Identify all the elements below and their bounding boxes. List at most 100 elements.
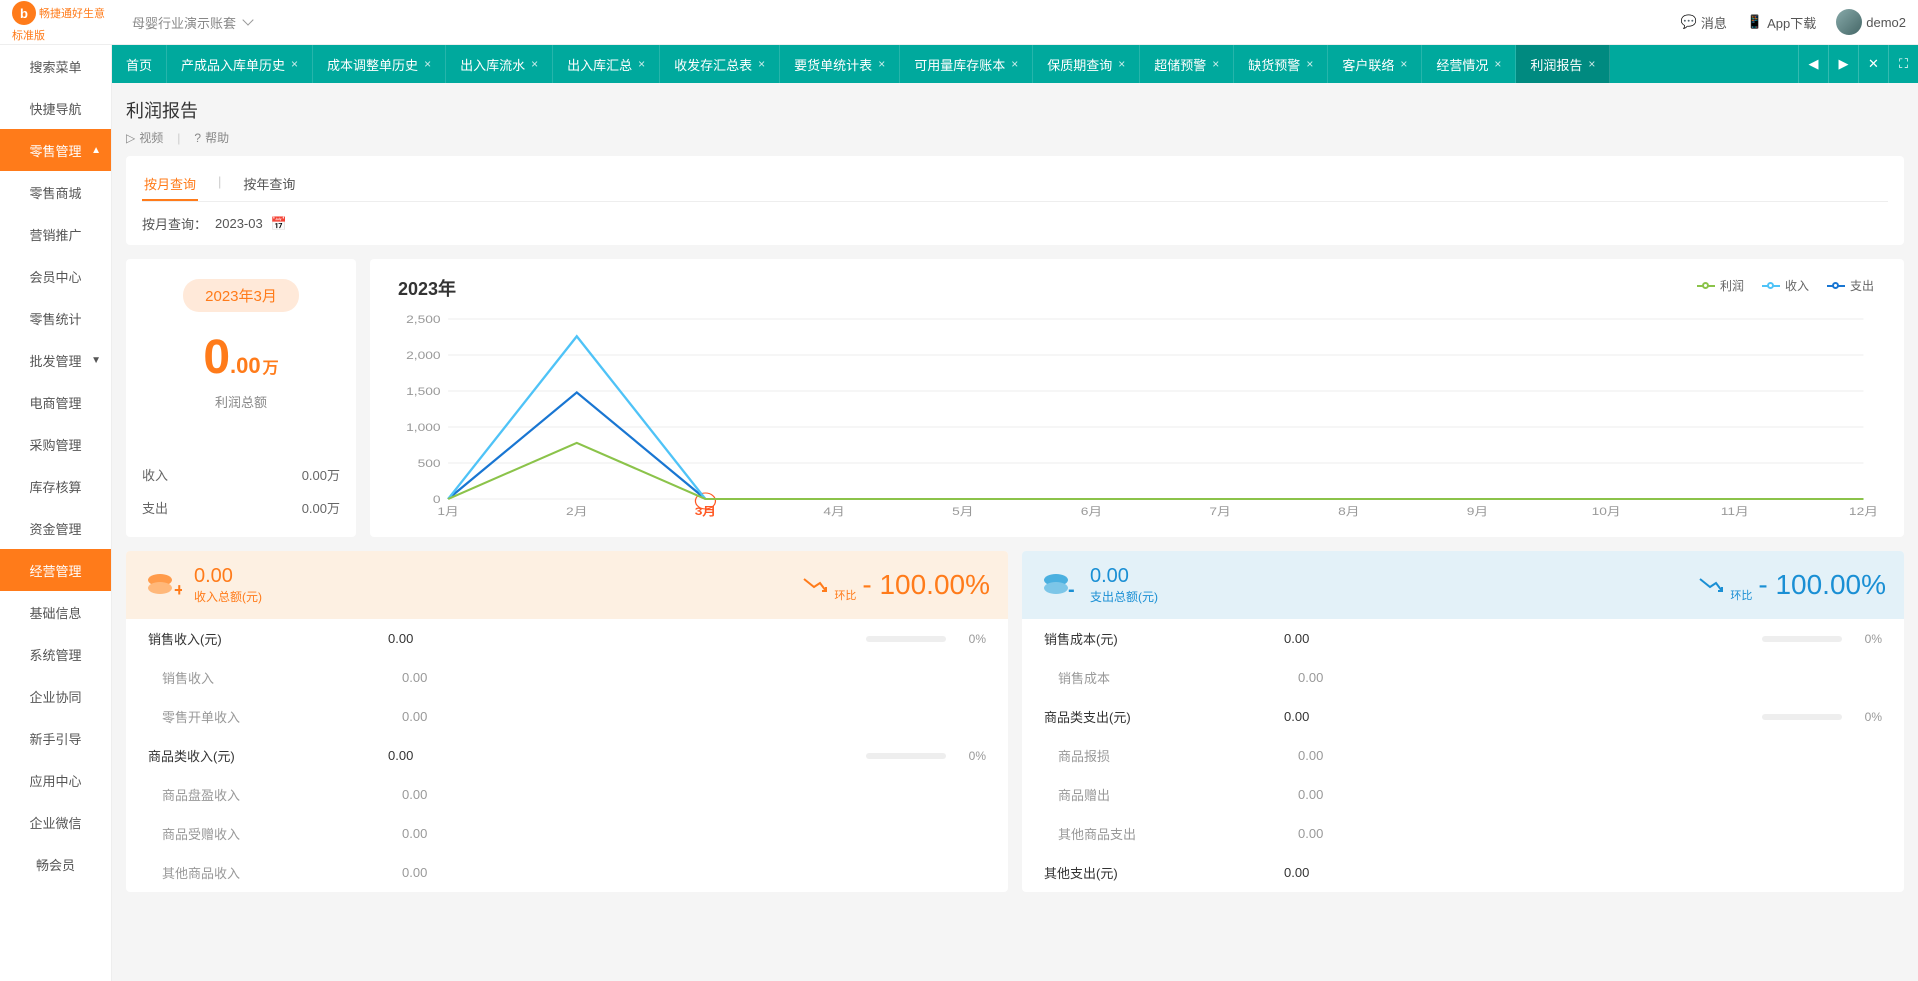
help-link[interactable]: ? 帮助 bbox=[194, 129, 229, 146]
tab-label: 收发存汇总表 bbox=[674, 55, 752, 74]
tab[interactable]: 可用量库存账本× bbox=[900, 45, 1033, 83]
tab[interactable]: 保质期查询 × bbox=[1033, 45, 1140, 83]
income-sublabel: 收入总额(元) bbox=[194, 588, 262, 605]
fullscreen-button[interactable]: ⛶ bbox=[1888, 45, 1918, 83]
messages-link[interactable]: 💬 消息 bbox=[1681, 13, 1727, 32]
logo[interactable]: b 畅捷通好生意 标准版 bbox=[12, 1, 112, 43]
tab-close-icon[interactable]: × bbox=[531, 57, 538, 71]
sidebar-item-wechat-work[interactable]: 企业微信 bbox=[0, 801, 111, 843]
expense-icon: - bbox=[1040, 566, 1078, 604]
tab-label: 保质期查询 bbox=[1047, 55, 1112, 74]
expense-amount: 0.00 bbox=[1090, 565, 1158, 588]
sidebar-item-quick-nav[interactable]: 快捷导航 bbox=[0, 87, 111, 129]
tab-close-icon[interactable]: × bbox=[1400, 57, 1407, 71]
topbar: b 畅捷通好生意 标准版 母婴行业演示账套 💬 消息 📱 App下载 demo2 bbox=[0, 0, 1918, 45]
sidebar-item-ecommerce[interactable]: 电商管理 bbox=[0, 381, 111, 423]
tab[interactable]: 客户联络 × bbox=[1328, 45, 1422, 83]
tab[interactable]: 出入库汇总 × bbox=[553, 45, 660, 83]
page-links: ▷ 视频 | ? 帮助 bbox=[126, 129, 1904, 146]
breakdown-row: 商品盘盈收入0.00 bbox=[126, 775, 1008, 814]
sidebar-item-marketing[interactable]: 营销推广 bbox=[0, 213, 111, 255]
sidebar-item-search-menu[interactable]: 搜索菜单 bbox=[0, 45, 111, 87]
breakdown-row: 其他商品收入0.00 bbox=[126, 853, 1008, 892]
breakdown-row: 商品受赠收入0.00 bbox=[126, 814, 1008, 853]
tab[interactable]: 利润报告× bbox=[1516, 45, 1610, 83]
tab-close-icon[interactable]: × bbox=[1306, 57, 1313, 71]
tabs-prev-button[interactable]: ◀ bbox=[1798, 45, 1828, 83]
query-tab-month[interactable]: 按月查询 bbox=[142, 168, 198, 201]
tab[interactable]: 要货单统计表× bbox=[780, 45, 900, 83]
svg-text:3月: 3月 bbox=[695, 505, 716, 517]
breakdown-row: 商品类收入(元)0.000% bbox=[126, 736, 1008, 775]
expense-breakdown-card: - 0.00 支出总额(元) 环比 - 100.00% bbox=[1022, 551, 1904, 892]
account-name: 母婴行业演示账套 bbox=[132, 13, 236, 32]
tabs-next-button[interactable]: ▶ bbox=[1828, 45, 1858, 83]
query-label: 按月查询： bbox=[142, 214, 207, 233]
sidebar-item-wholesale[interactable]: 批发管理▼ bbox=[0, 339, 111, 381]
sidebar-item-member-center[interactable]: 会员中心 bbox=[0, 255, 111, 297]
tab[interactable]: 缺货预警× bbox=[1234, 45, 1328, 83]
svg-text:0: 0 bbox=[433, 493, 441, 505]
tab-close-icon[interactable]: × bbox=[1212, 57, 1219, 71]
tab-label: 出入库流水 bbox=[460, 55, 525, 74]
calendar-icon[interactable]: 📅 bbox=[271, 216, 287, 232]
tab-label: 超储预警 bbox=[1154, 55, 1206, 74]
svg-text:5月: 5月 bbox=[952, 505, 973, 517]
tab-label: 出入库汇总 bbox=[567, 55, 632, 74]
query-value: 2023-03 bbox=[215, 216, 263, 231]
video-link[interactable]: ▷ 视频 bbox=[126, 129, 163, 146]
sidebar-item-basic-info[interactable]: 基础信息 bbox=[0, 591, 111, 633]
sidebar-item-chang-member[interactable]: 畅会员 bbox=[0, 843, 111, 885]
logo-icon: b bbox=[12, 1, 36, 25]
profit-summary-card: 2023年3月 0.00万 利润总额 收入 0.00万 支出 0.00万 bbox=[126, 259, 356, 537]
sidebar-item-retail-mall[interactable]: 零售商城 bbox=[0, 171, 111, 213]
period-badge: 2023年3月 bbox=[183, 279, 299, 312]
tab-close-icon[interactable]: × bbox=[1011, 57, 1018, 71]
chart-legend: 利润 收入 支出 bbox=[1697, 277, 1874, 294]
svg-text:2,000: 2,000 bbox=[406, 349, 441, 361]
tab[interactable]: 首页 bbox=[112, 45, 167, 83]
expense-row: 支出 0.00万 bbox=[142, 498, 340, 517]
app-download-link[interactable]: 📱 App下载 bbox=[1747, 13, 1816, 32]
sidebar-item-app-center[interactable]: 应用中心 bbox=[0, 759, 111, 801]
page-body: 利润报告 ▷ 视频 | ? 帮助 按月查询 | 按年查询 按月查询： 2023-… bbox=[112, 83, 1918, 981]
sidebar-item-retail-mgmt[interactable]: 零售管理▲ bbox=[0, 129, 111, 171]
tabs-close-button[interactable]: ✕ bbox=[1858, 45, 1888, 83]
breakdown-row: 销售成本(元)0.000% bbox=[1022, 619, 1904, 658]
tab[interactable]: 成本调整单历史× bbox=[313, 45, 446, 83]
tab[interactable]: 经营情况× bbox=[1422, 45, 1516, 83]
tab-close-icon[interactable]: × bbox=[1494, 57, 1501, 71]
breakdown-row: 销售成本0.00 bbox=[1022, 658, 1904, 697]
trend-down-icon bbox=[802, 575, 828, 595]
tab-close-icon[interactable]: × bbox=[758, 57, 765, 71]
sidebar-item-retail-stats[interactable]: 零售统计 bbox=[0, 297, 111, 339]
tab-close-icon[interactable]: × bbox=[638, 57, 645, 71]
expense-change: - 100.00% bbox=[1758, 569, 1886, 601]
tab[interactable]: 收发存汇总表 × bbox=[660, 45, 780, 83]
svg-text:9月: 9月 bbox=[1467, 505, 1488, 517]
page-title: 利润报告 bbox=[126, 97, 1904, 123]
query-tab-year[interactable]: 按年查询 bbox=[241, 168, 297, 201]
sidebar-item-newbie-guide[interactable]: 新手引导 bbox=[0, 717, 111, 759]
logo-text: 畅捷通好生意 bbox=[39, 5, 105, 21]
tab[interactable]: 出入库流水 × bbox=[446, 45, 553, 83]
chat-icon: 💬 bbox=[1681, 14, 1697, 30]
tab-close-icon[interactable]: × bbox=[291, 57, 298, 71]
sidebar-item-inventory-acct[interactable]: 库存核算 bbox=[0, 465, 111, 507]
tab[interactable]: 超储预警 × bbox=[1140, 45, 1234, 83]
tab[interactable]: 产成品入库单历史× bbox=[167, 45, 313, 83]
tab-close-icon[interactable]: × bbox=[878, 57, 885, 71]
tab-close-icon[interactable]: × bbox=[1588, 57, 1595, 71]
sidebar-item-funds[interactable]: 资金管理 bbox=[0, 507, 111, 549]
account-select[interactable]: 母婴行业演示账套 bbox=[132, 13, 252, 32]
income-amount: 0.00 bbox=[194, 565, 262, 588]
tab-label: 客户联络 bbox=[1342, 55, 1394, 74]
income-row: 收入 0.00万 bbox=[142, 465, 340, 484]
sidebar-item-purchase[interactable]: 采购管理 bbox=[0, 423, 111, 465]
tab-close-icon[interactable]: × bbox=[424, 57, 431, 71]
user-menu[interactable]: demo2 bbox=[1836, 9, 1906, 35]
tab-close-icon[interactable]: × bbox=[1118, 57, 1125, 71]
sidebar-item-system[interactable]: 系统管理 bbox=[0, 633, 111, 675]
sidebar-item-enterprise-collab[interactable]: 企业协同 bbox=[0, 675, 111, 717]
sidebar-item-biz-mgmt[interactable]: 经营管理 bbox=[0, 549, 111, 591]
